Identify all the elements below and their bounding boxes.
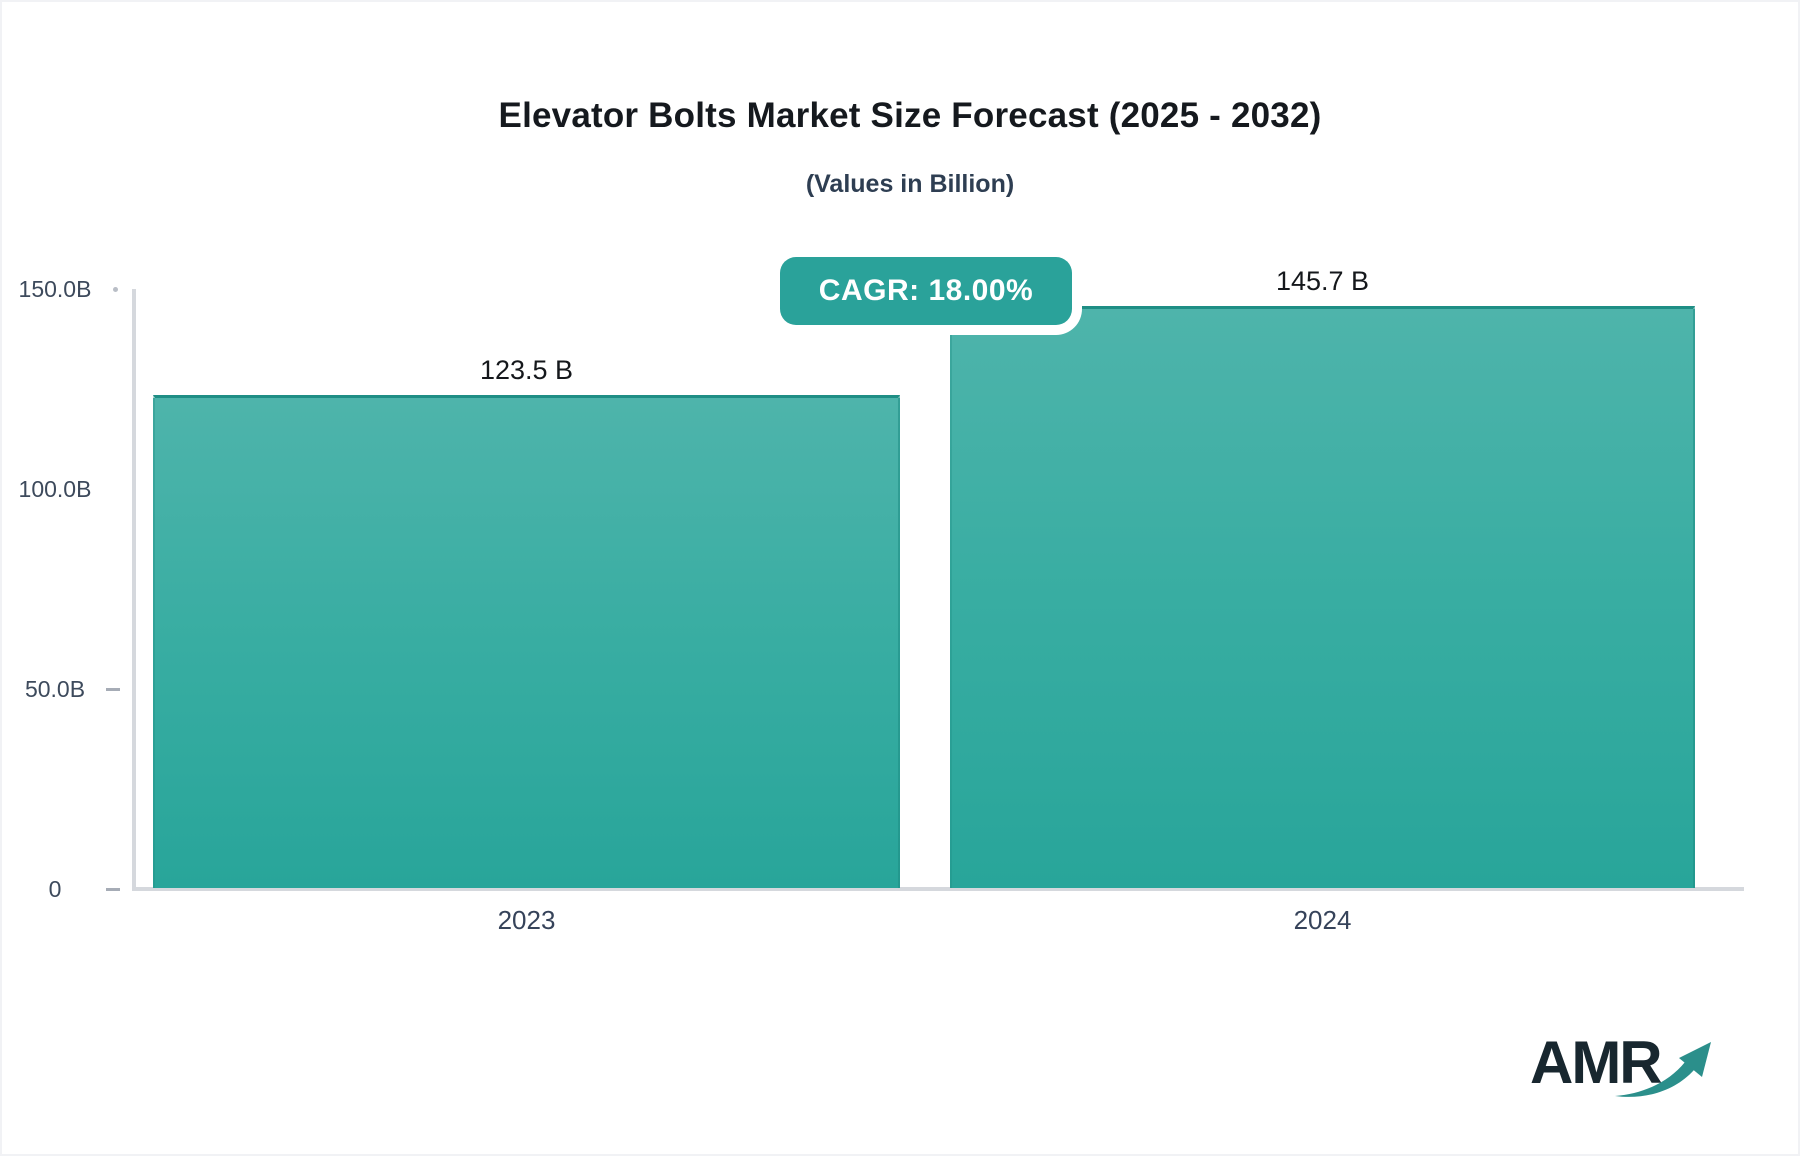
y-axis-label: 150.0B	[18, 276, 92, 302]
y-axis-tick	[106, 888, 120, 891]
x-axis-label: 2024	[1293, 905, 1352, 935]
bar-2024	[950, 306, 1695, 888]
y-axis-tick	[113, 287, 118, 292]
y-axis-tick	[106, 688, 120, 691]
cagr-badge: CAGR: 18.00%	[780, 257, 1072, 325]
y-axis-line	[132, 289, 136, 891]
bar-2023	[153, 395, 900, 888]
growth-arrow-icon	[1615, 1042, 1711, 1097]
chart-title: Elevator Bolts Market Size Forecast (202…	[498, 96, 1322, 135]
bar-value-label: 145.7 B	[1275, 266, 1370, 297]
bar-value-label: 123.5 B	[479, 355, 574, 385]
x-axis-line	[132, 887, 1744, 891]
amr-logo: AMR	[1530, 1028, 1720, 1114]
amr-logo-text: AMR	[1530, 1029, 1663, 1096]
chart-subtitle: (Values in Billion)	[805, 170, 1015, 198]
x-axis-label: 2023	[497, 905, 556, 935]
y-axis-label: 0	[48, 876, 62, 902]
y-axis-label: 100.0B	[18, 476, 92, 502]
y-axis-label: 50.0B	[24, 676, 86, 702]
